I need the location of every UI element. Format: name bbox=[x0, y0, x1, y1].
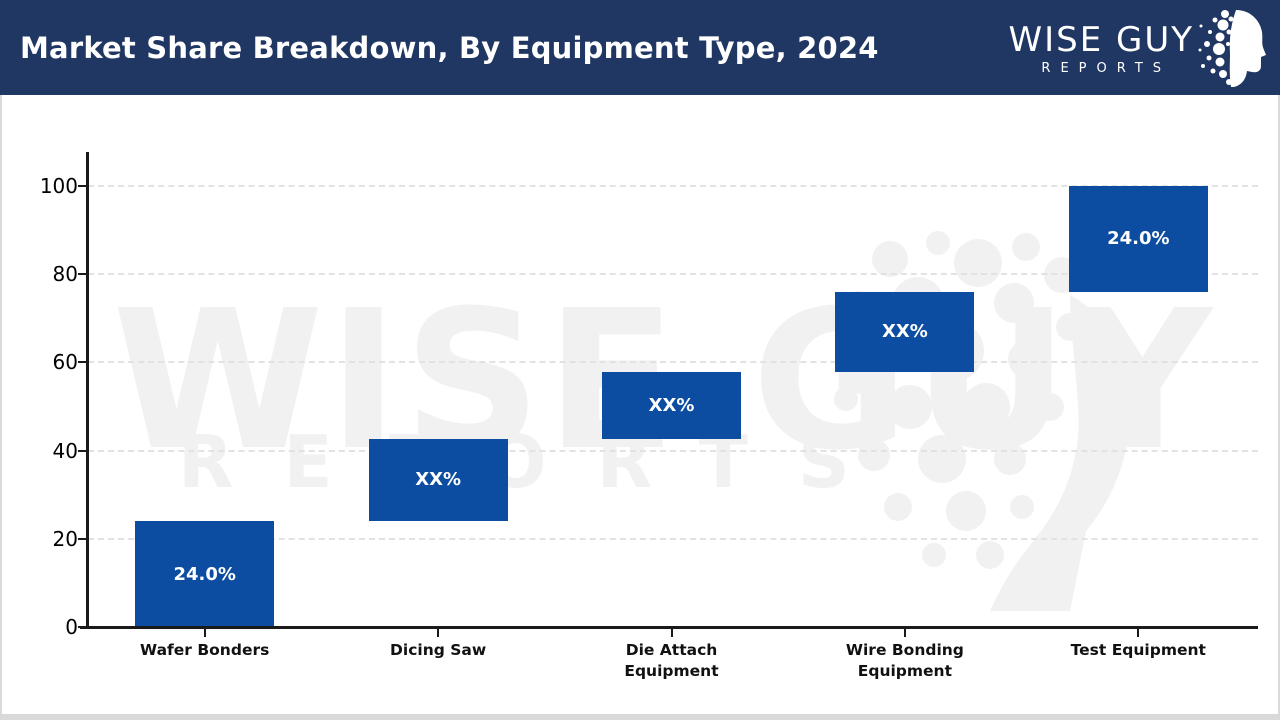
bar-segment: XX% bbox=[602, 371, 741, 439]
gridline-80 bbox=[88, 273, 1258, 276]
brand-subname: REPORTS bbox=[1041, 60, 1172, 76]
x-axis-line bbox=[80, 626, 1258, 629]
x-category-label: Wire Bonding Equipment bbox=[845, 641, 964, 680]
y-tick-label-40: 40 bbox=[52, 438, 78, 463]
y-tick-mark-40 bbox=[78, 449, 87, 452]
bar-value-label: XX% bbox=[648, 394, 695, 416]
y-tick-mark-0 bbox=[78, 626, 87, 628]
gridline-60 bbox=[88, 361, 1258, 364]
bar-value-label: XX% bbox=[881, 321, 928, 343]
face-profile-logo-icon bbox=[1198, 10, 1266, 87]
bar-segment: XX% bbox=[835, 291, 975, 372]
bar-value-label: 24.0% bbox=[1107, 228, 1170, 250]
x-category-label: Wafer Bonders bbox=[140, 641, 270, 659]
bar-value-label: 24.0% bbox=[173, 563, 236, 585]
canvas-right-border bbox=[1278, 95, 1280, 720]
y-tick-label-60: 60 bbox=[52, 350, 78, 375]
bar-segment: 24.0% bbox=[135, 521, 275, 627]
y-tick-label-0: 0 bbox=[65, 615, 78, 639]
header-banner: Market Share Breakdown, By Equipment Typ… bbox=[0, 0, 1280, 95]
brand-logo: WISE GUY REPORTS bbox=[1008, 6, 1266, 90]
gridline-20 bbox=[88, 537, 1258, 540]
x-category-label: Test Equipment bbox=[1070, 641, 1206, 659]
y-tick-label-80: 80 bbox=[52, 262, 78, 287]
y-tick-mark-60 bbox=[78, 361, 87, 364]
gridline-40 bbox=[88, 449, 1258, 452]
x-category-label: Dicing Saw bbox=[390, 641, 487, 659]
x-tick-mark bbox=[437, 629, 440, 637]
x-category-label: Die Attach Equipment bbox=[624, 641, 719, 680]
page-title: Market Share Breakdown, By Equipment Typ… bbox=[20, 30, 879, 65]
brand-logo-text: WISE GUY REPORTS bbox=[1008, 21, 1194, 76]
x-tick-mark bbox=[670, 629, 673, 637]
bar-value-label: XX% bbox=[415, 469, 461, 491]
gridline-100 bbox=[88, 185, 1258, 187]
y-tick-label-100: 100 bbox=[39, 174, 78, 198]
x-tick-mark bbox=[903, 629, 906, 637]
y-axis-line bbox=[86, 152, 89, 629]
x-tick-mark bbox=[203, 629, 206, 637]
x-tick-mark bbox=[1137, 629, 1140, 637]
canvas-bottom-border bbox=[0, 714, 1280, 720]
y-tick-mark-80 bbox=[78, 273, 87, 276]
y-tick-label-20: 20 bbox=[52, 526, 78, 551]
brand-name: WISE GUY bbox=[1008, 19, 1194, 60]
y-tick-mark-100 bbox=[78, 185, 87, 187]
bar-segment: XX% bbox=[368, 438, 508, 522]
canvas-left-border bbox=[0, 95, 2, 720]
y-tick-mark-20 bbox=[78, 537, 87, 540]
watermark-subtext: REPORTS bbox=[178, 420, 900, 504]
bar-segment: 24.0% bbox=[1068, 186, 1208, 292]
